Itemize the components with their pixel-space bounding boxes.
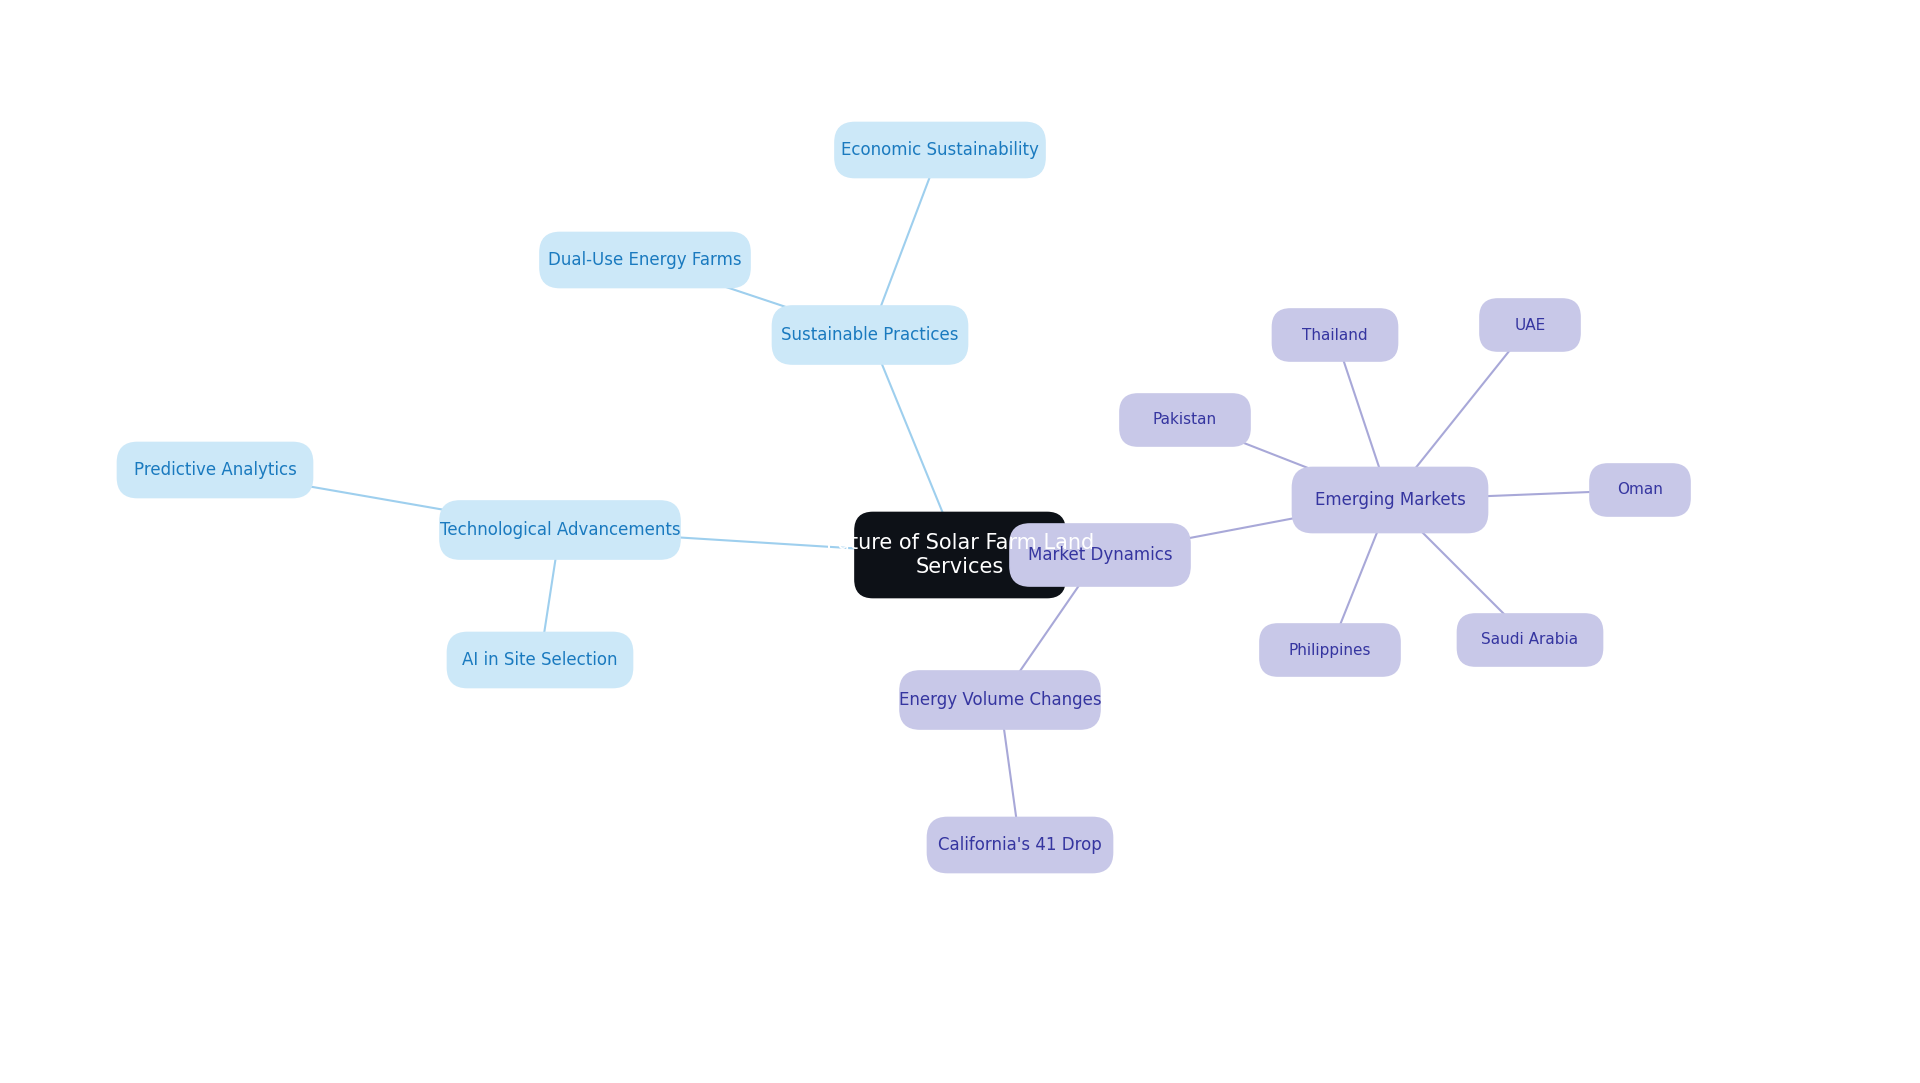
Text: Energy Volume Changes: Energy Volume Changes: [899, 691, 1102, 709]
FancyBboxPatch shape: [540, 233, 751, 287]
Text: Dual-Use Energy Farms: Dual-Use Energy Farms: [549, 251, 741, 269]
FancyBboxPatch shape: [1010, 524, 1190, 586]
Text: Pakistan: Pakistan: [1152, 413, 1217, 428]
Text: Sustainable Practices: Sustainable Practices: [781, 326, 958, 344]
FancyBboxPatch shape: [440, 501, 680, 559]
FancyBboxPatch shape: [772, 306, 968, 364]
Text: Predictive Analytics: Predictive Analytics: [134, 461, 296, 479]
FancyBboxPatch shape: [900, 671, 1100, 729]
Text: Thailand: Thailand: [1302, 327, 1367, 342]
FancyBboxPatch shape: [117, 443, 313, 497]
Text: Technological Advancements: Technological Advancements: [440, 521, 680, 539]
Text: California's 41 Drop: California's 41 Drop: [939, 836, 1102, 854]
FancyBboxPatch shape: [1292, 468, 1488, 533]
Text: Philippines: Philippines: [1288, 642, 1371, 657]
FancyBboxPatch shape: [1273, 309, 1398, 361]
FancyBboxPatch shape: [1260, 624, 1400, 676]
FancyBboxPatch shape: [447, 632, 632, 688]
Text: Market Dynamics: Market Dynamics: [1027, 546, 1173, 564]
FancyBboxPatch shape: [835, 122, 1044, 178]
FancyBboxPatch shape: [1457, 614, 1603, 666]
Text: Emerging Markets: Emerging Markets: [1315, 491, 1465, 509]
FancyBboxPatch shape: [1480, 299, 1580, 351]
Text: Future of Solar Farm Land
Services: Future of Solar Farm Land Services: [826, 533, 1094, 577]
FancyBboxPatch shape: [1119, 394, 1250, 446]
Text: UAE: UAE: [1515, 317, 1546, 332]
FancyBboxPatch shape: [854, 512, 1066, 598]
Text: AI in Site Selection: AI in Site Selection: [463, 651, 618, 669]
FancyBboxPatch shape: [927, 818, 1112, 873]
Text: Oman: Oman: [1617, 483, 1663, 497]
FancyBboxPatch shape: [1590, 464, 1690, 516]
Text: Economic Sustainability: Economic Sustainability: [841, 141, 1039, 159]
Text: Saudi Arabia: Saudi Arabia: [1482, 632, 1578, 648]
